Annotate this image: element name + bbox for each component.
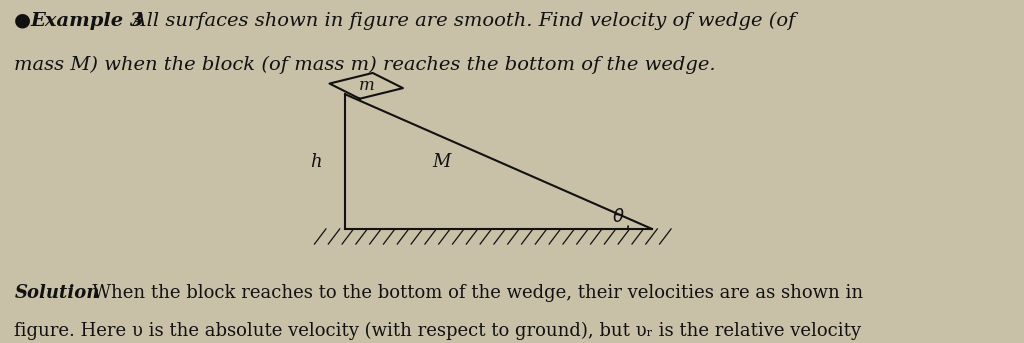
Text: When the block reaches to the bottom of the wedge, their velocities are as shown: When the block reaches to the bottom of … — [82, 284, 863, 303]
Text: Example 3: Example 3 — [31, 12, 144, 30]
Text: h: h — [310, 153, 323, 170]
Text: mass M) when the block (of mass m) reaches the bottom of the wedge.: mass M) when the block (of mass m) reach… — [14, 56, 716, 74]
Text: figure. Here υ is the absolute velocity (with respect to ground), but υᵣ is the : figure. Here υ is the absolute velocity … — [14, 321, 861, 340]
Text: Solution: Solution — [14, 284, 99, 303]
Text: m: m — [358, 77, 374, 94]
Text: $\theta$: $\theta$ — [612, 208, 625, 226]
Text: ●: ● — [14, 12, 38, 30]
Text: All surfaces shown in figure are smooth. Find velocity of wedge (of: All surfaces shown in figure are smooth.… — [120, 12, 796, 30]
Text: M: M — [432, 153, 451, 170]
